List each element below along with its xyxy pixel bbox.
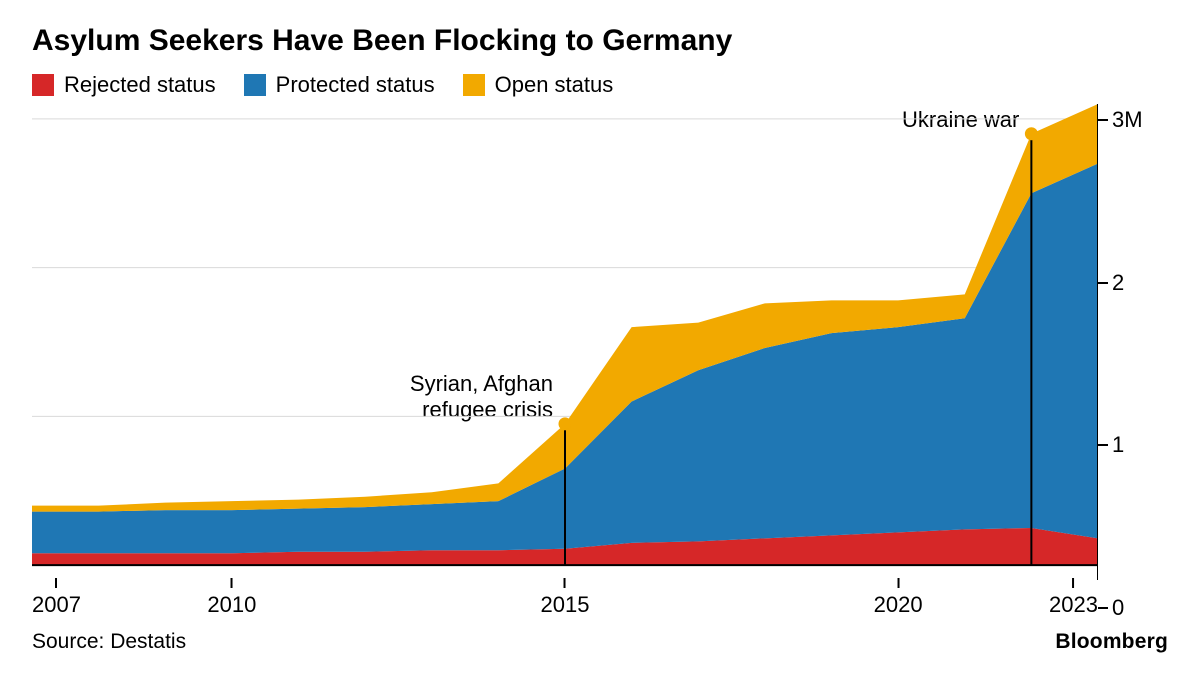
chart-row: Syrian, Afghan refugee crisisUkraine war… (32, 104, 1168, 624)
legend-swatch-protected (244, 74, 266, 96)
event-marker-syrian_afghan (559, 418, 571, 430)
y-tick: 0 (1112, 595, 1124, 621)
x-tick: 2023 (1049, 578, 1098, 618)
chart-card: Asylum Seekers Have Been Flocking to Ger… (0, 0, 1200, 674)
y-tick: 1 (1112, 432, 1124, 458)
source-line: Source: Destatis (32, 630, 186, 654)
legend-item-open: Open status (463, 72, 614, 98)
legend-label-protected: Protected status (276, 72, 435, 98)
y-tick: 2 (1112, 270, 1124, 296)
legend-label-rejected: Rejected status (64, 72, 216, 98)
x-tick: 2010 (207, 578, 256, 618)
legend: Rejected status Protected status Open st… (32, 72, 1168, 98)
legend-label-open: Open status (495, 72, 614, 98)
x-tick: 2007 (32, 578, 81, 618)
chart-title: Asylum Seekers Have Been Flocking to Ger… (32, 24, 1168, 58)
x-axis: 2007 2010 2015 2020 2023 (32, 578, 1098, 624)
x-tick: 2015 (541, 578, 590, 618)
footer: Source: Destatis Bloomberg (32, 630, 1168, 654)
plot-area: Syrian, Afghan refugee crisisUkraine war (32, 104, 1098, 580)
x-tick: 2020 (874, 578, 923, 618)
legend-item-rejected: Rejected status (32, 72, 216, 98)
chart-wrap: Syrian, Afghan refugee crisisUkraine war… (32, 104, 1098, 624)
legend-swatch-open (463, 74, 485, 96)
y-tick: 3M (1112, 107, 1143, 133)
y-axis: 0 1 2 3M (1098, 104, 1168, 624)
brand-wordmark: Bloomberg (1055, 630, 1168, 654)
legend-swatch-rejected (32, 74, 54, 96)
legend-item-protected: Protected status (244, 72, 435, 98)
event-marker-ukraine_war (1025, 128, 1037, 140)
